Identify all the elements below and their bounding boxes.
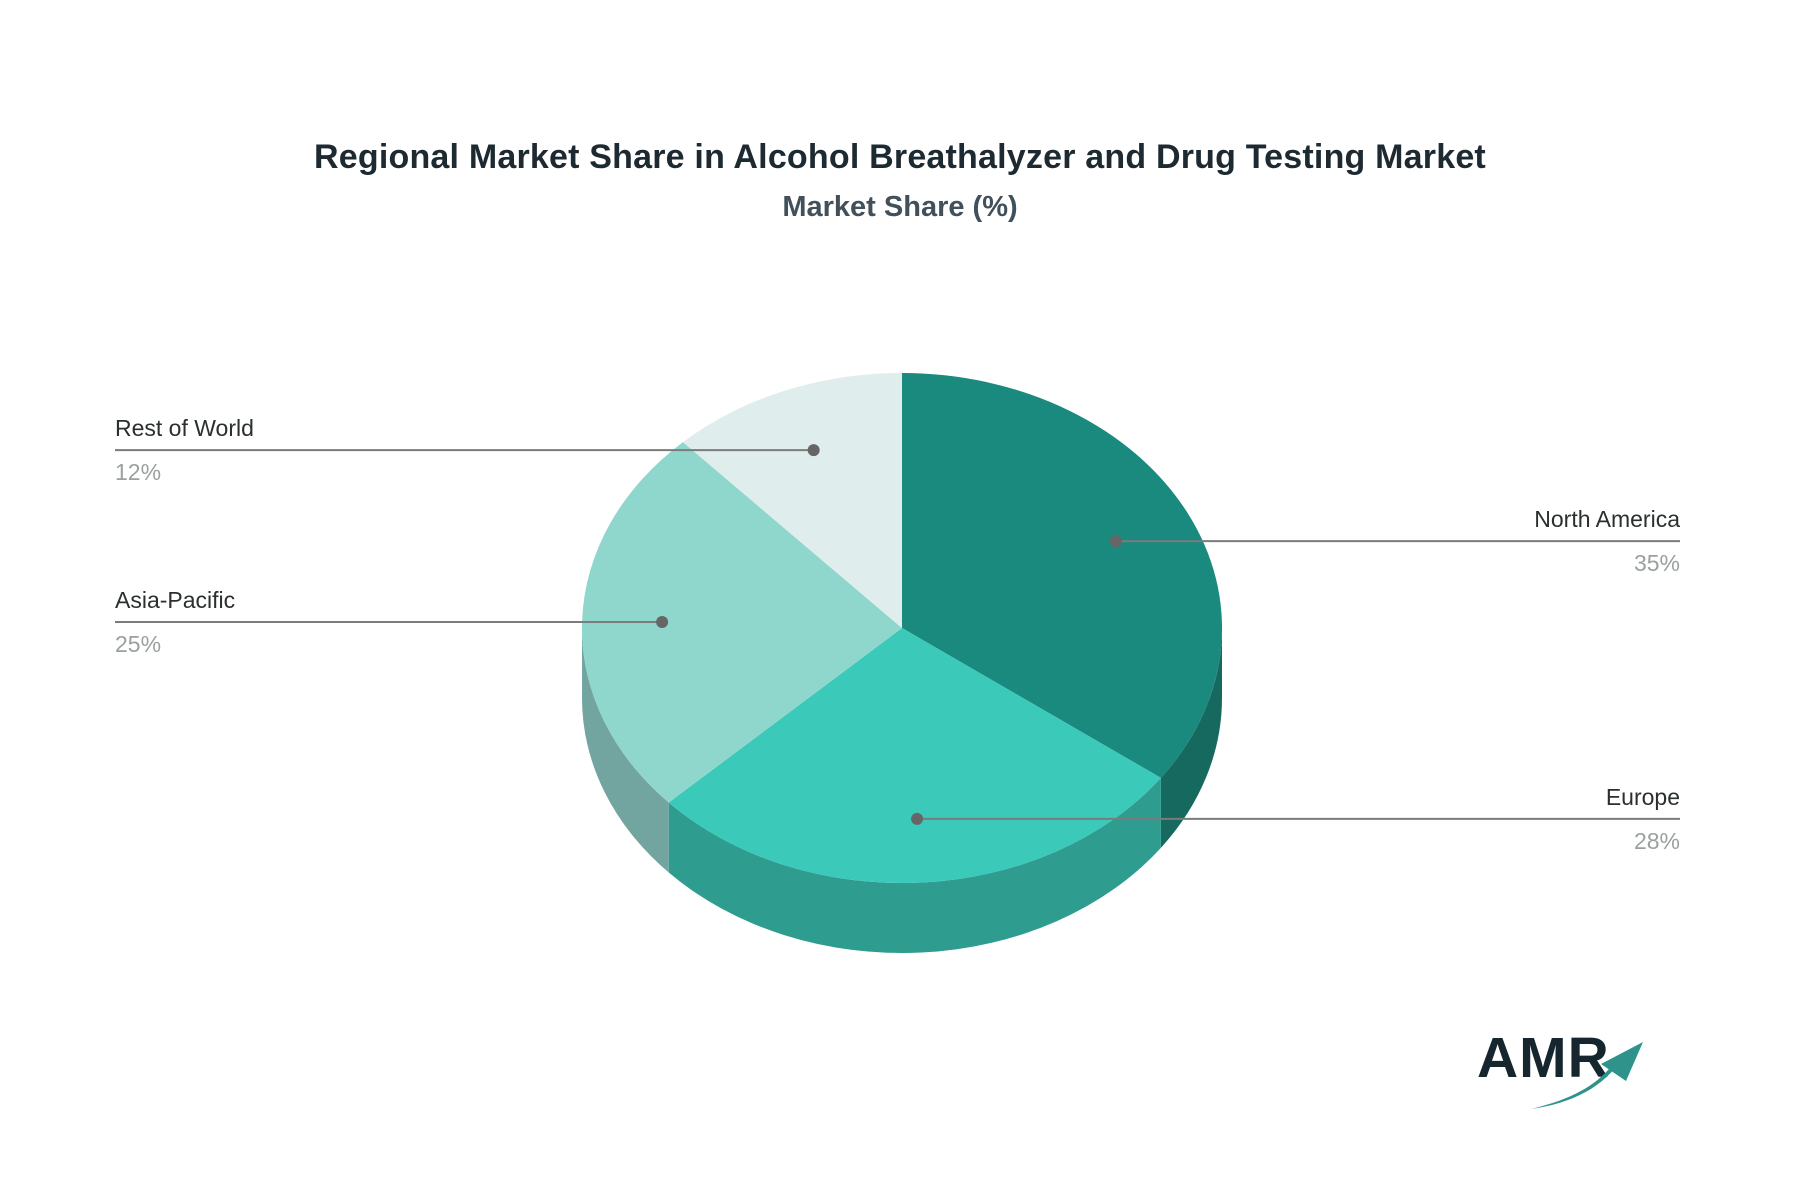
- growth-arrow-icon: [1531, 1042, 1643, 1109]
- pie-slice-north-america[interactable]: [902, 372, 1223, 778]
- leader-dot-europe: [911, 812, 924, 825]
- chart-title: Regional Market Share in Alcohol Breatha…: [314, 138, 1486, 176]
- pie-slice-asia-pacific[interactable]: [581, 442, 902, 803]
- pie-depth-europe: [668, 777, 1161, 954]
- leader-dot-rest-of-world: [807, 444, 820, 457]
- chart-subtitle: Market Share (%): [782, 191, 1018, 223]
- leader-dot-asia-pacific: [656, 615, 669, 628]
- pie-depth-asia-pacific: [582, 628, 669, 873]
- pie-slice-rest-of-world[interactable]: [682, 373, 902, 628]
- growth-arrow-head: [1601, 1042, 1643, 1081]
- amr-logo: AMR: [1477, 1030, 1697, 1140]
- leader-dot-north-america: [1109, 535, 1122, 548]
- pie-depth-north-america: [1160, 628, 1222, 848]
- amr-logo-text: AMR: [1477, 1026, 1610, 1090]
